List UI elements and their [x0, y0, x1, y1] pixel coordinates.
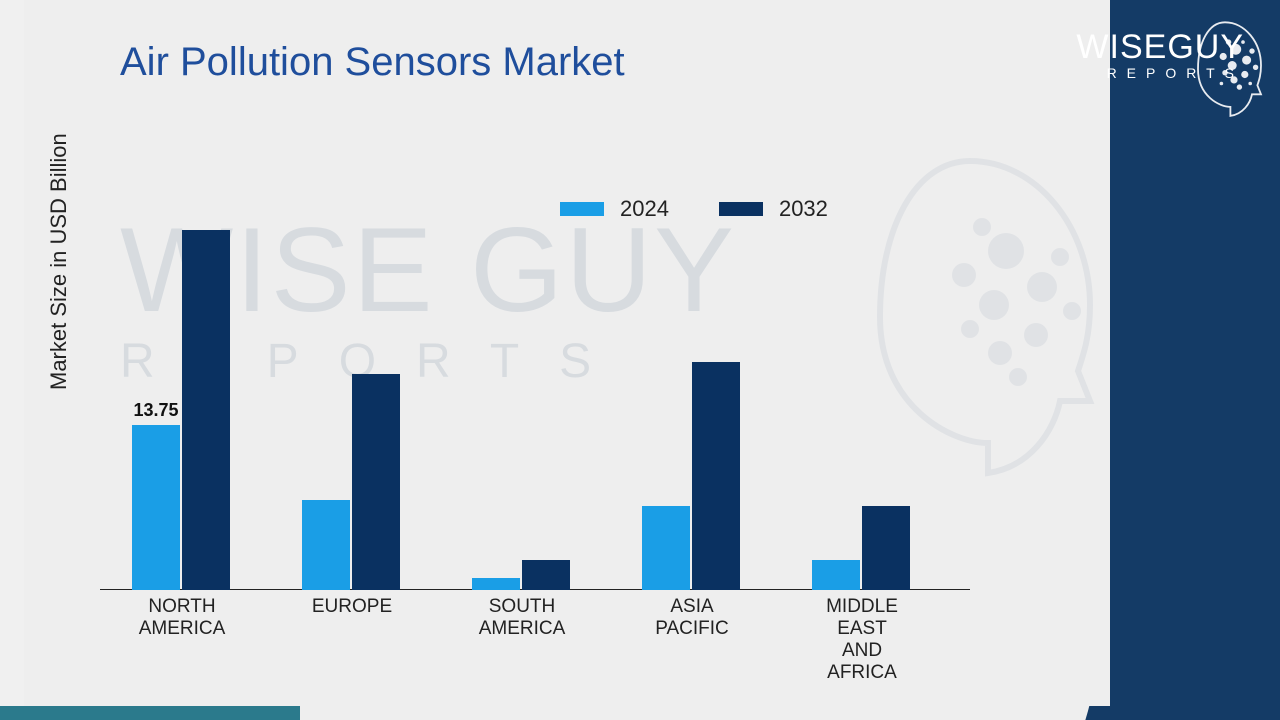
category-label: NORTHAMERICA [107, 596, 257, 640]
legend-label-2032: 2032 [779, 196, 828, 222]
legend: 2024 2032 [560, 196, 828, 222]
legend-item-2024: 2024 [560, 196, 669, 222]
category-label: MIDDLEEASTANDAFRICA [787, 596, 937, 683]
logo-line2: REPORTS [1076, 66, 1244, 80]
legend-swatch-2032 [719, 202, 763, 216]
brand-logo: WISEGUY REPORTS [1076, 30, 1244, 80]
category-labels-row: NORTHAMERICA EUROPE SOUTHAMERICA ASIAPACIFI… [100, 592, 970, 702]
bar-2032 [692, 362, 740, 590]
category-label: SOUTHAMERICA [447, 596, 597, 640]
logo-line1: WISEGUY [1076, 30, 1244, 64]
logo-text-guy: GUY [1167, 28, 1244, 66]
bottom-accent-strip [0, 706, 300, 720]
bar-2032 [522, 560, 570, 590]
bar-2024 [812, 560, 860, 590]
logo-text-wise: WISE [1076, 28, 1167, 66]
category-label: EUROPE [277, 596, 427, 618]
y-axis-label: Market Size in USD Billion [46, 133, 72, 390]
legend-item-2032: 2032 [719, 196, 828, 222]
legend-label-2024: 2024 [620, 196, 669, 222]
bar-2024 [302, 500, 350, 590]
bar-2032 [182, 230, 230, 590]
chart-title: Air Pollution Sensors Market [120, 40, 625, 85]
bar-2032 [352, 374, 400, 590]
bar-2032 [862, 506, 910, 590]
bar-2024 [472, 578, 520, 590]
chart-plot-area: 13.75 [100, 230, 970, 590]
legend-swatch-2024 [560, 202, 604, 216]
bar-2024 [642, 506, 690, 590]
category-label: ASIAPACIFIC [617, 596, 767, 640]
bar-2024 [132, 425, 180, 590]
